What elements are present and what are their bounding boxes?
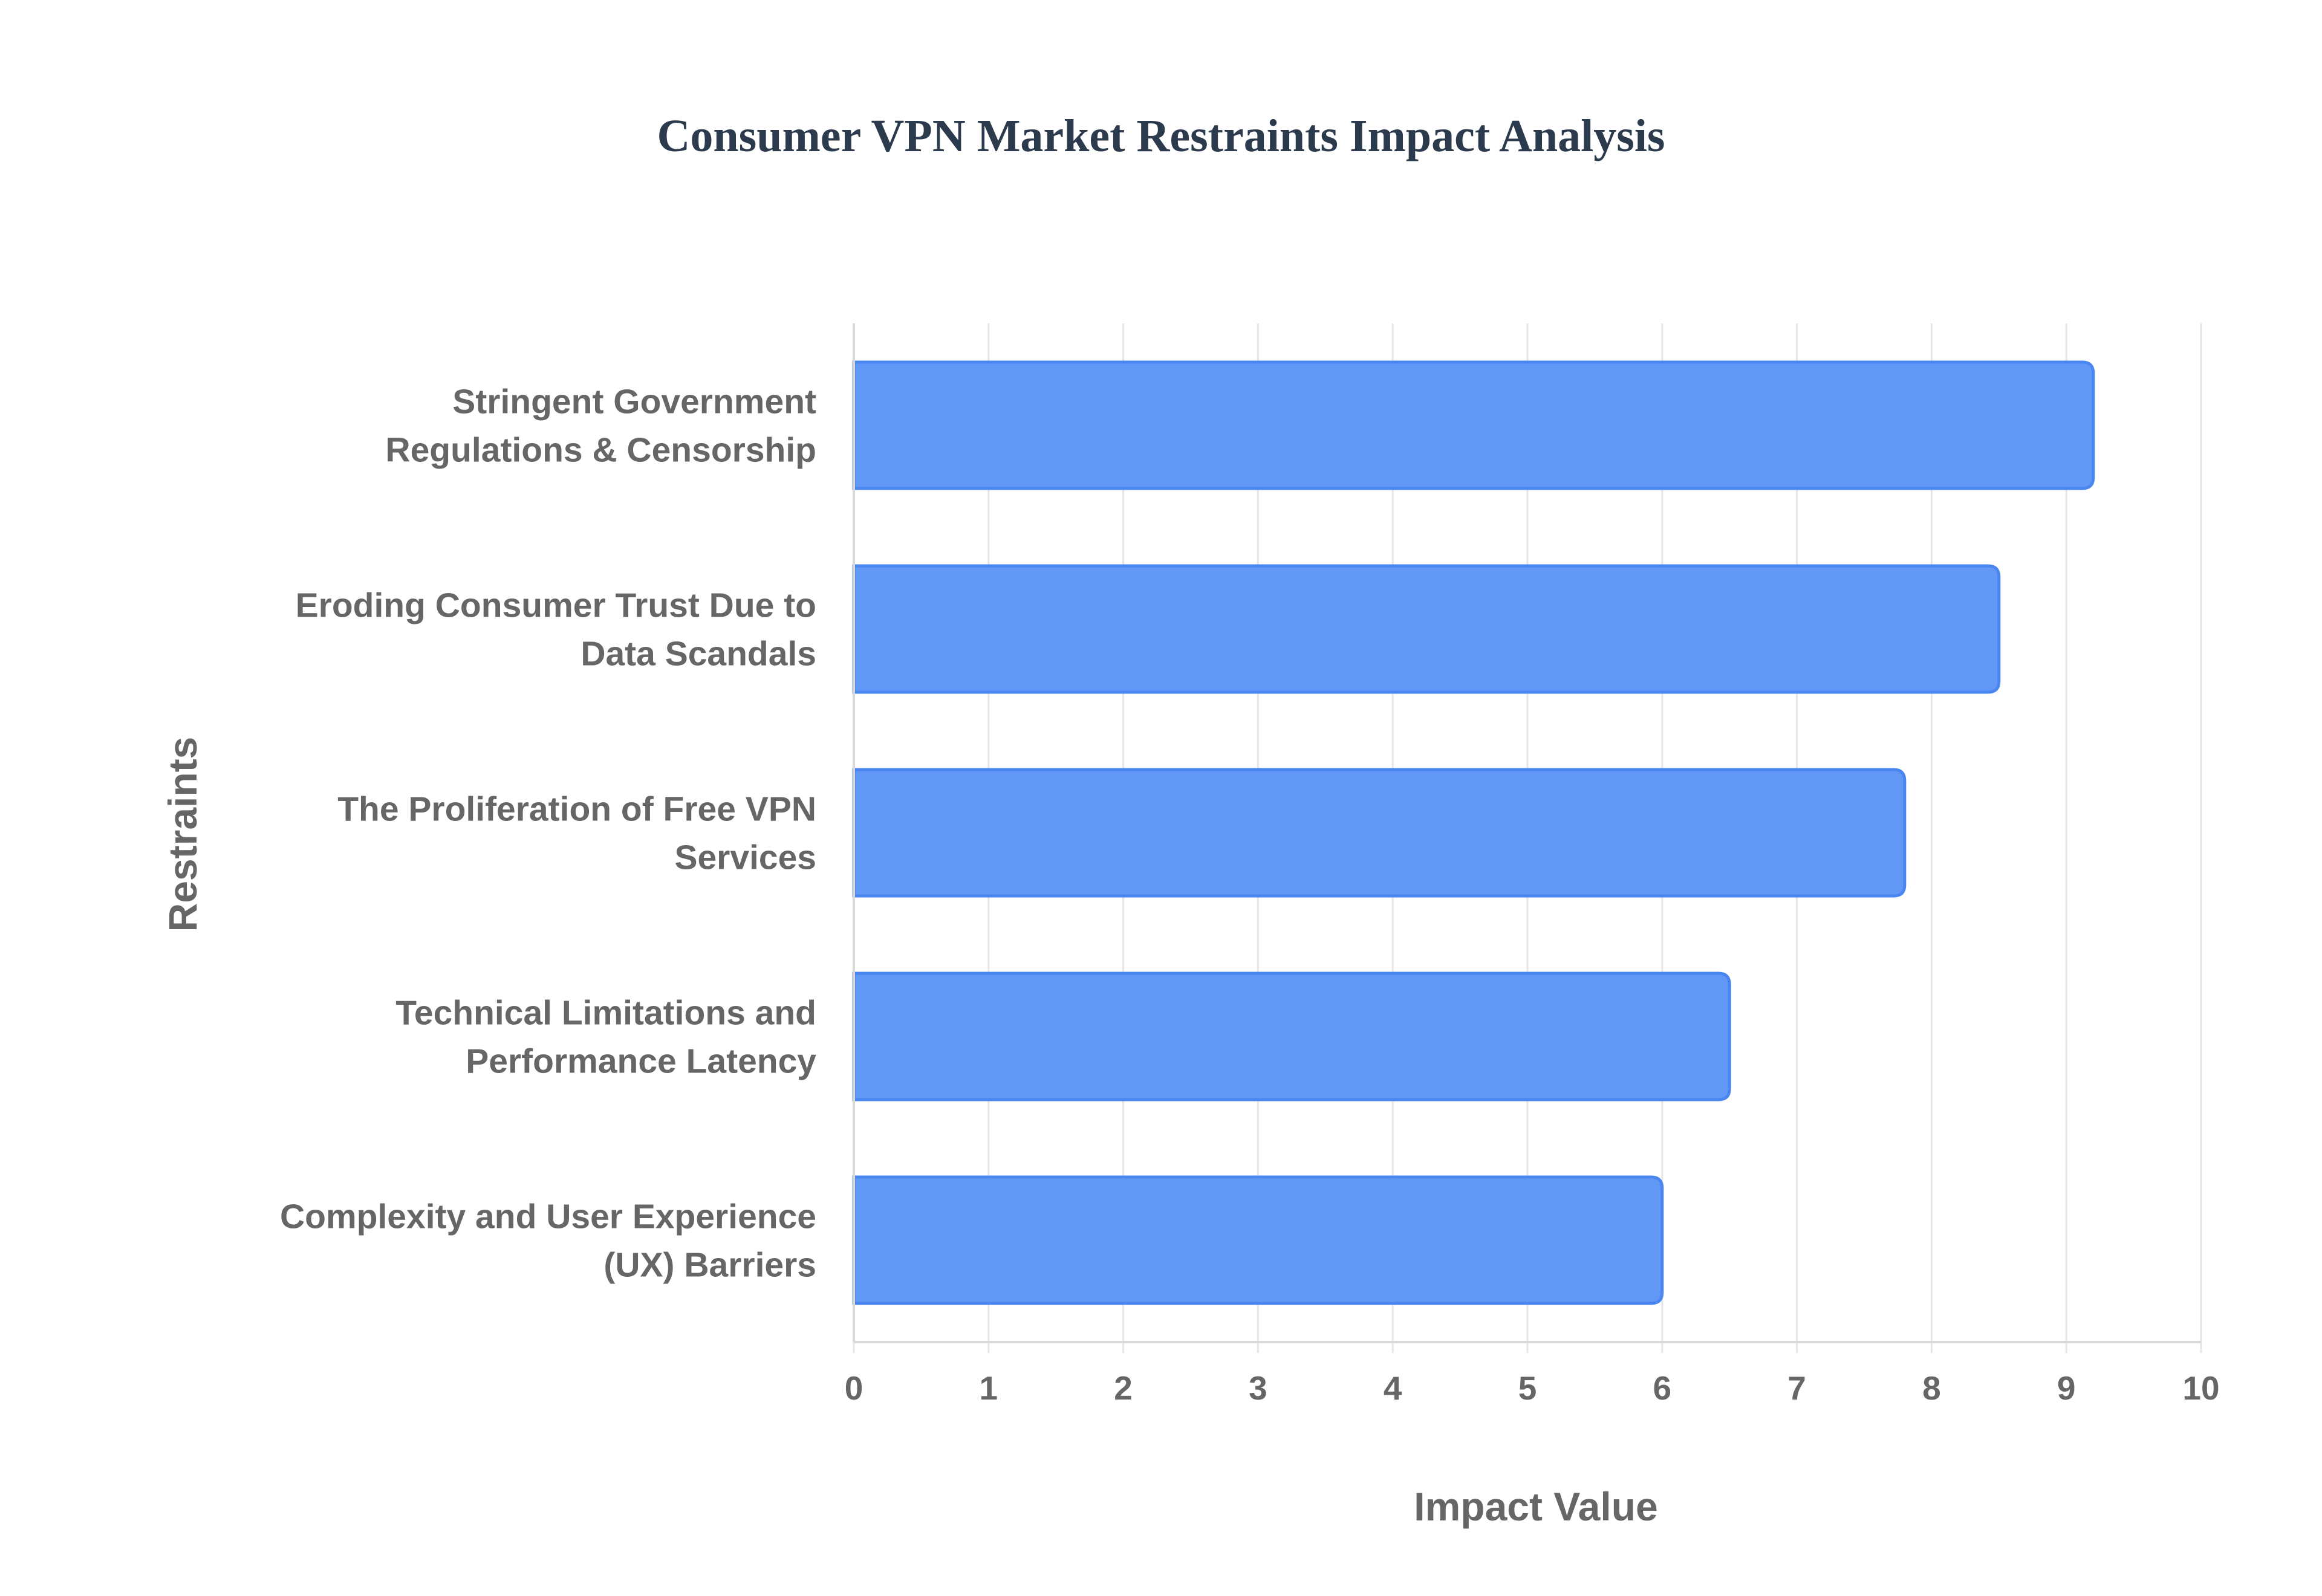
bar — [852, 564, 2001, 694]
category-label-line: Technical Limitations and — [395, 994, 816, 1033]
x-axis-title: Impact Value — [1414, 1484, 1658, 1529]
category-label-line: Stringent Government — [452, 383, 816, 421]
category-label-line: Complexity and User Experience — [280, 1198, 816, 1236]
category-label-line: Data Scandals — [580, 635, 816, 673]
x-tick-label: 7 — [1787, 1369, 1806, 1407]
y-axis-title: Restraints — [160, 737, 205, 932]
bar — [852, 360, 2095, 490]
x-tick-label: 2 — [1114, 1369, 1133, 1407]
x-tick-label: 9 — [2057, 1369, 2076, 1407]
category-label-line: Performance Latency — [466, 1042, 816, 1081]
category-label: Technical Limitations and Performance Lat… — [395, 994, 816, 1081]
x-tick-label: 8 — [1922, 1369, 1941, 1407]
category-label-line: The Proliferation of Free VPN — [337, 790, 816, 829]
bars — [852, 360, 2095, 1305]
category-labels: Stringent Government Regulations & Censor… — [280, 383, 816, 1285]
x-tick-label: 4 — [1384, 1369, 1402, 1407]
category-label-line: (UX) Barriers — [603, 1246, 816, 1285]
category-label: Stringent Government Regulations & Censor… — [385, 383, 816, 470]
x-tick-label: 5 — [1518, 1369, 1537, 1407]
chart-title: Consumer VPN Market Restraints Impact An… — [657, 111, 1665, 161]
x-tick-label: 10 — [2182, 1369, 2219, 1407]
category-label-line: Eroding Consumer Trust Due to — [296, 586, 816, 625]
category-label: The Proliferation of Free VPN Services — [337, 790, 816, 877]
category-label-line: Services — [674, 839, 816, 877]
x-tick-labels: 0 1 2 3 4 5 6 7 8 9 10 — [845, 1369, 2220, 1407]
x-tick-label: 1 — [980, 1369, 998, 1407]
category-label: Complexity and User Experience (UX) Barri… — [280, 1198, 816, 1285]
bar — [852, 972, 1731, 1101]
x-tick-label: 3 — [1249, 1369, 1267, 1407]
bar — [852, 1175, 1664, 1305]
x-tick-label: 0 — [845, 1369, 863, 1407]
category-label-line: Regulations & Censorship — [385, 431, 816, 470]
bar — [852, 768, 1907, 898]
x-tick-label: 6 — [1653, 1369, 1672, 1407]
category-label: Eroding Consumer Trust Due to Data Scanda… — [296, 586, 816, 673]
